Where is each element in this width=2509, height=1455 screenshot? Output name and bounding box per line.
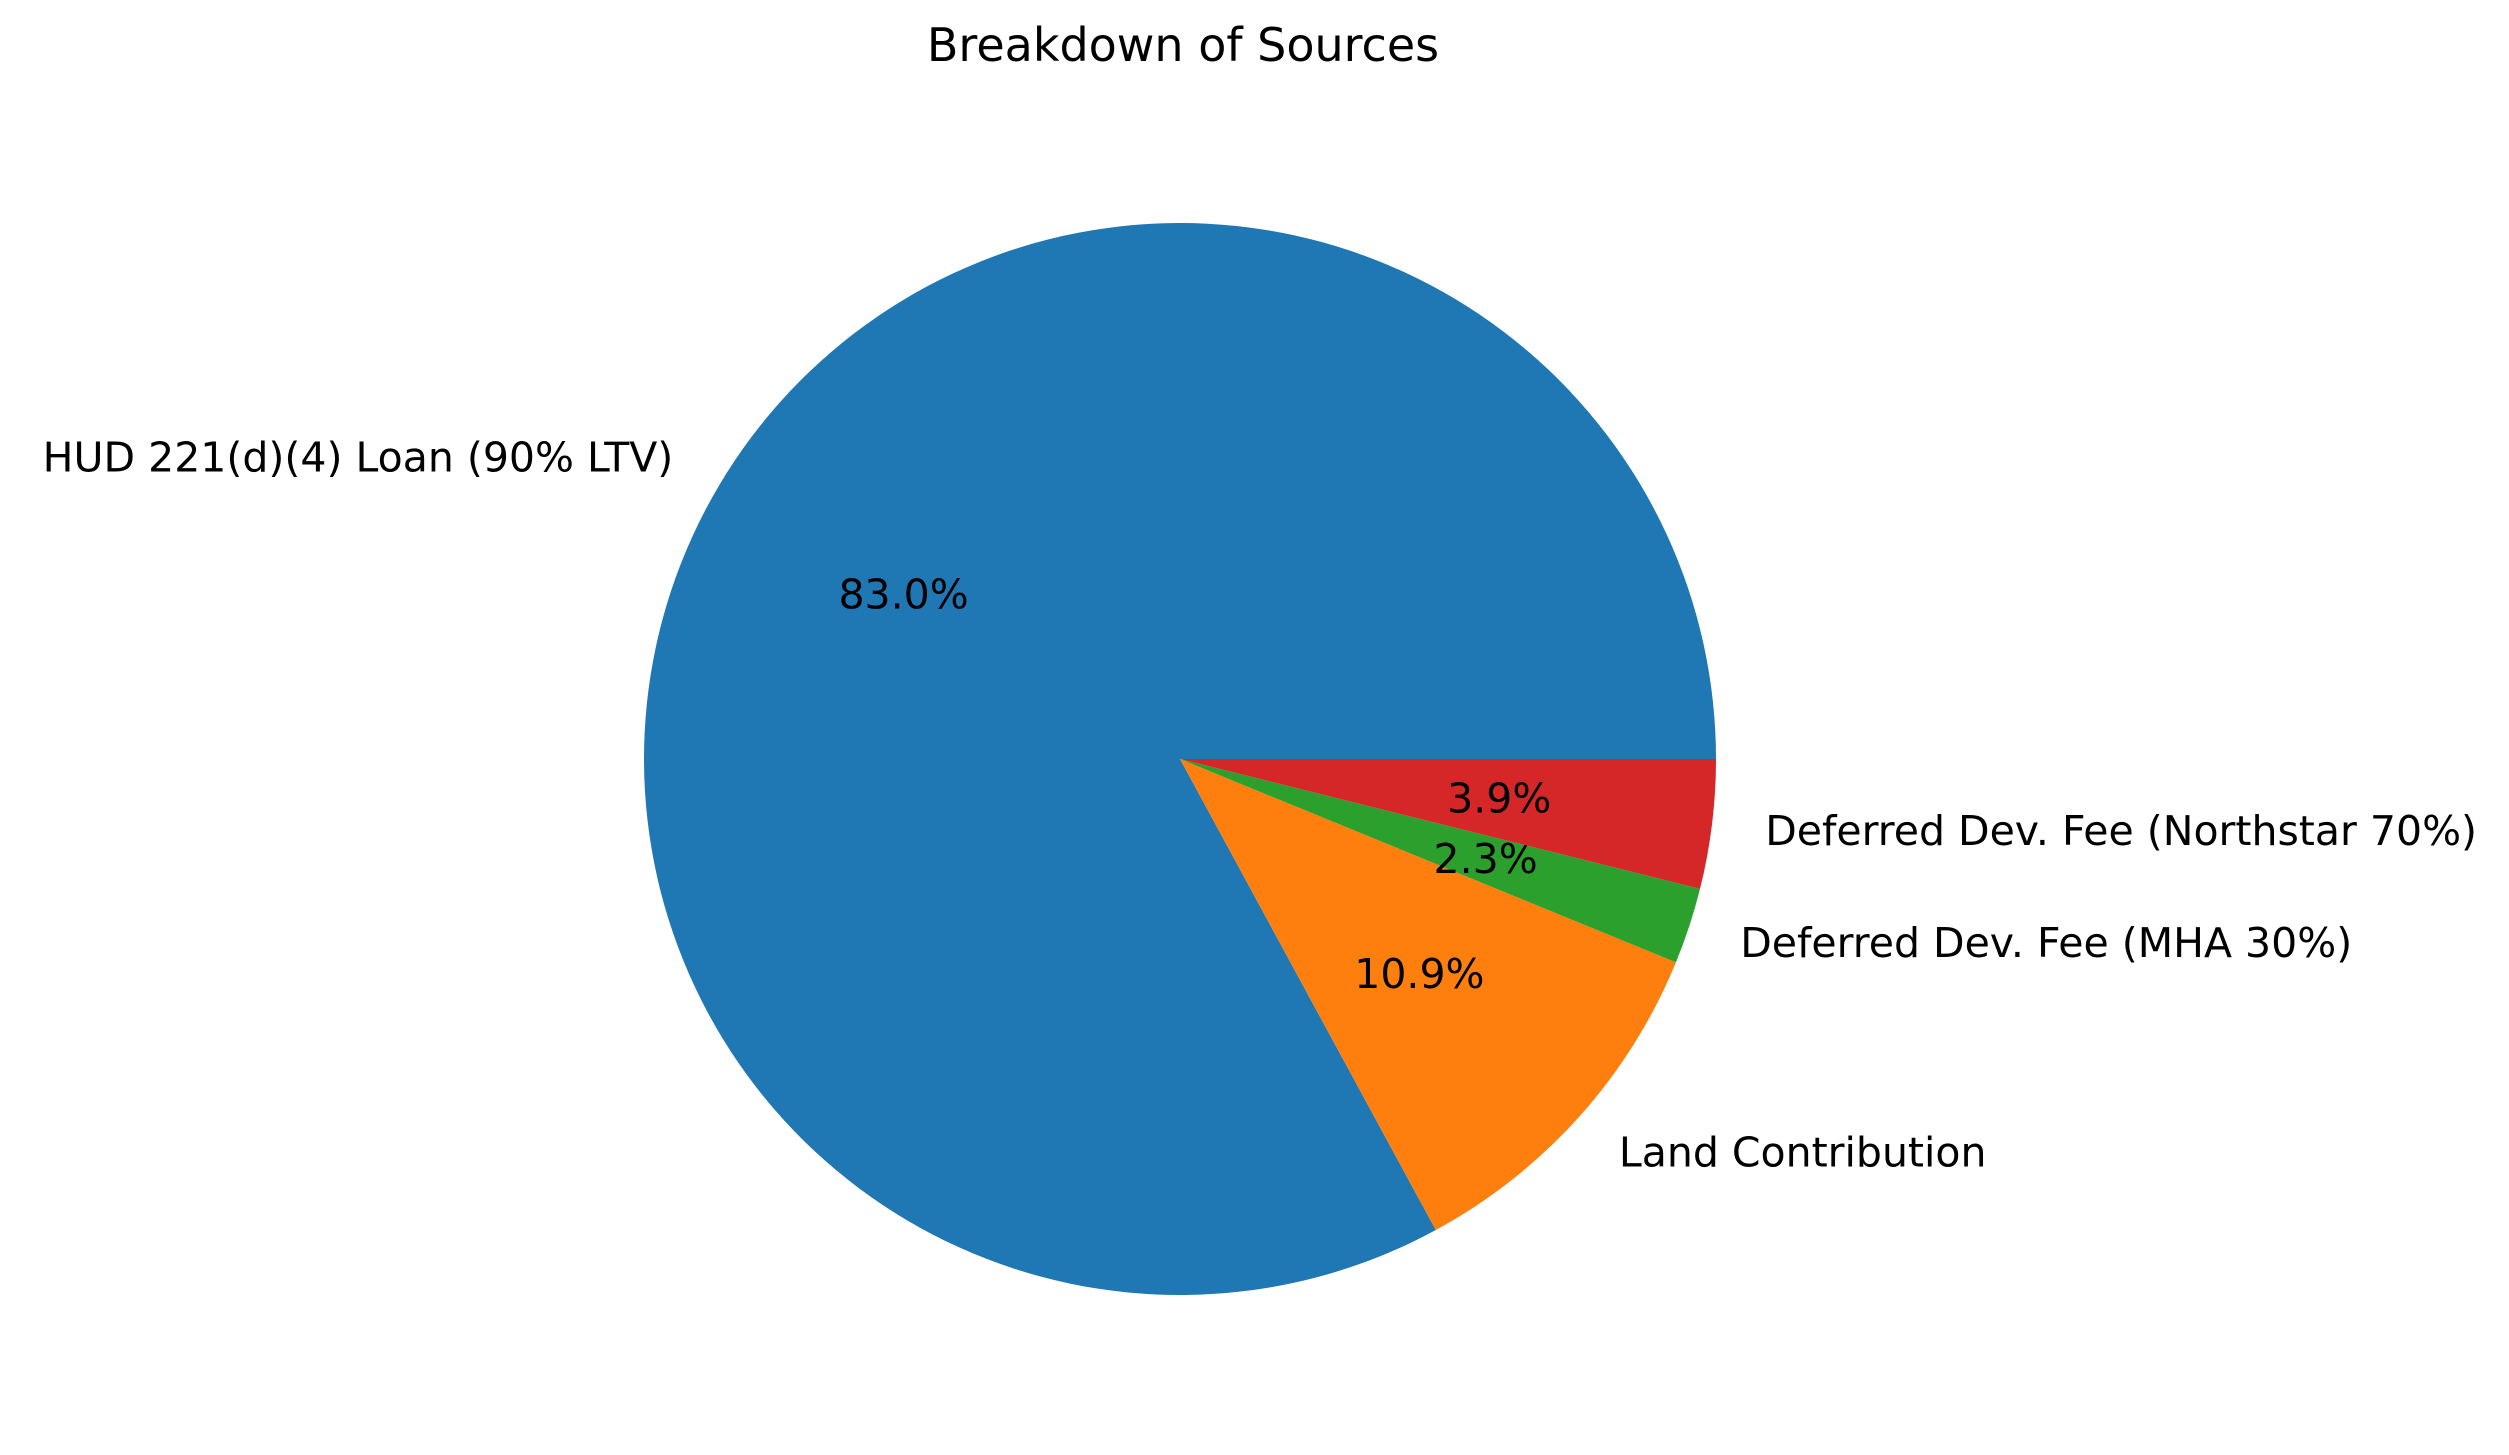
chart-title: Breakdown of Sources xyxy=(926,18,1440,72)
slice-percentage-3: 3.9% xyxy=(1447,774,1551,822)
pie-slice-0 xyxy=(643,223,1716,1296)
pie-slice-2 xyxy=(1180,759,1701,963)
pie-slice-3 xyxy=(1180,759,1716,889)
slice-label-0: HUD 221(d)(4) Loan (90% LTV) xyxy=(43,434,674,482)
pie-slice-1 xyxy=(1180,759,1676,1231)
slice-percentage-1: 10.9% xyxy=(1354,950,1484,998)
slice-label-1: Land Contribution xyxy=(1619,1129,1987,1177)
slice-percentage-0: 83.0% xyxy=(838,571,968,619)
slice-label-3: Deferred Dev. Fee (Northstar 70%) xyxy=(1765,807,2477,855)
slice-label-2: Deferred Dev. Fee (MHA 30%) xyxy=(1740,919,2352,967)
